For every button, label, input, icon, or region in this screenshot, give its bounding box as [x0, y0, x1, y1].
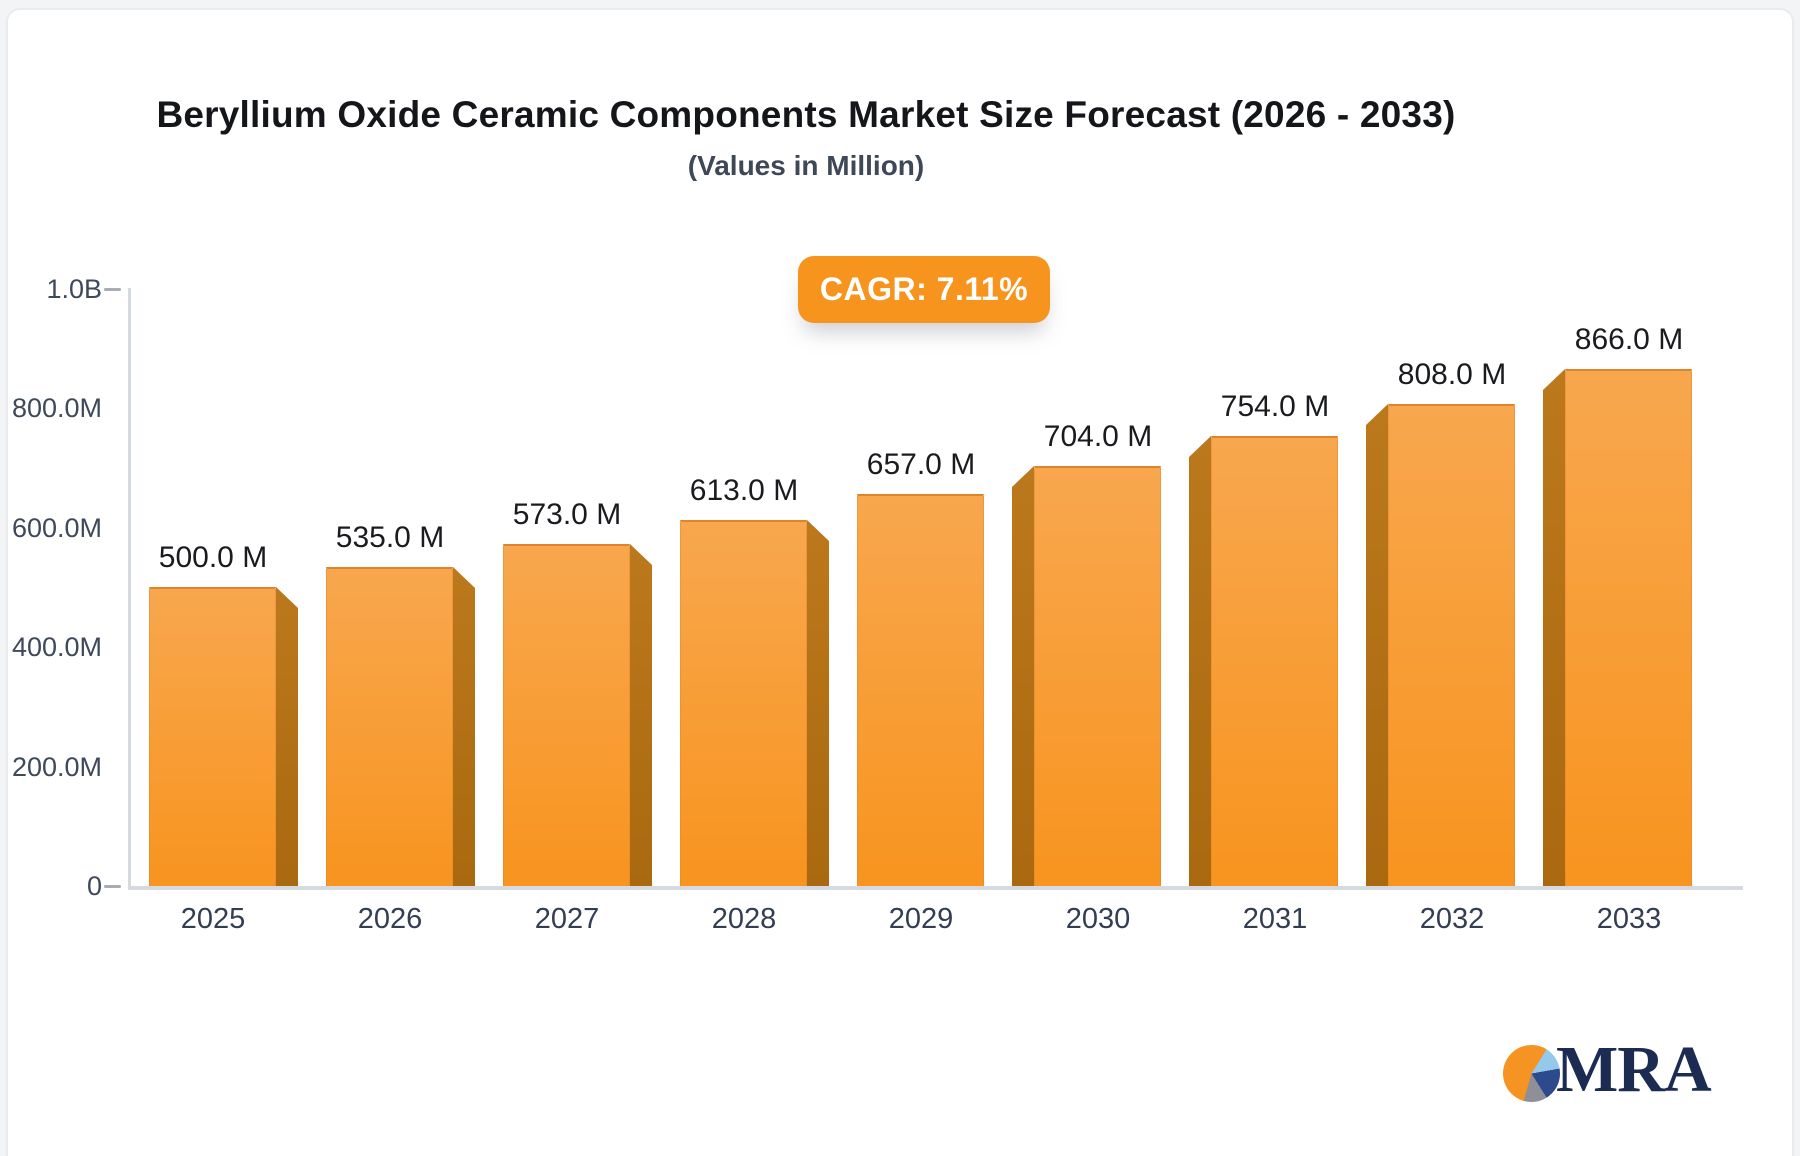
x-axis-label: 2026 — [357, 903, 423, 935]
bar-side-face — [1012, 466, 1034, 886]
x-axis-baseline — [128, 886, 1743, 890]
bar-value-label: 535.0 M — [335, 521, 445, 554]
bar-2032[interactable] — [1388, 404, 1515, 886]
bar-side-face — [807, 520, 829, 886]
bar-value-label: 704.0 M — [1043, 420, 1153, 453]
bar-2033[interactable] — [1565, 369, 1692, 886]
cagr-badge: CAGR: 7.11% — [798, 256, 1050, 323]
bar-value-label: 613.0 M — [689, 474, 799, 507]
bar-2025[interactable] — [149, 587, 276, 886]
company-logo[interactable]: MRA — [1503, 1030, 1713, 1110]
bar-side-face — [276, 587, 298, 886]
bar-2028[interactable] — [680, 520, 807, 886]
x-axis-label: 2032 — [1419, 903, 1485, 935]
bar-value-label: 808.0 M — [1397, 358, 1507, 391]
bar-value-label: 657.0 M — [866, 448, 976, 481]
y-axis-line — [128, 288, 131, 889]
bar-2031[interactable] — [1211, 436, 1338, 886]
x-axis-label: 2025 — [180, 903, 246, 935]
bar-side-face — [1189, 436, 1211, 886]
chart-title: Beryllium Oxide Ceramic Components Marke… — [156, 94, 1456, 135]
x-axis-label: 2029 — [888, 903, 954, 935]
y-axis-label: 400.0M — [11, 632, 102, 663]
x-axis-label: 2031 — [1242, 903, 1308, 935]
x-axis-label: 2027 — [534, 903, 600, 935]
bar-value-label: 754.0 M — [1220, 390, 1330, 423]
bar-side-face — [453, 567, 475, 886]
bar-side-face — [1366, 404, 1388, 886]
x-axis-label: 2030 — [1065, 903, 1131, 935]
bar-2029[interactable] — [857, 494, 984, 886]
bar-side-face — [630, 544, 652, 886]
y-axis-tick — [104, 885, 121, 888]
bar-value-label: 573.0 M — [512, 498, 622, 531]
x-axis-label: 2033 — [1596, 903, 1662, 935]
bar-2027[interactable] — [503, 544, 630, 886]
logo-pie-icon — [1503, 1044, 1560, 1102]
y-axis-tick — [104, 288, 121, 291]
y-axis-label: 600.0M — [11, 512, 102, 543]
chart-subtitle: (Values in Million) — [687, 150, 925, 181]
y-axis-label: 0 — [86, 871, 102, 901]
x-axis-label: 2028 — [711, 903, 777, 935]
bar-value-label: 500.0 M — [158, 541, 268, 574]
bar-value-label: 866.0 M — [1574, 323, 1684, 356]
bar-side-face — [1543, 369, 1565, 886]
y-axis-label: 1.0B — [46, 274, 102, 304]
y-axis-label: 200.0M — [11, 751, 102, 782]
logo-text: MRA — [1556, 1033, 1712, 1106]
bar-2030[interactable] — [1034, 466, 1161, 886]
bar-2026[interactable] — [326, 567, 453, 886]
y-axis-label: 800.0M — [11, 393, 102, 424]
